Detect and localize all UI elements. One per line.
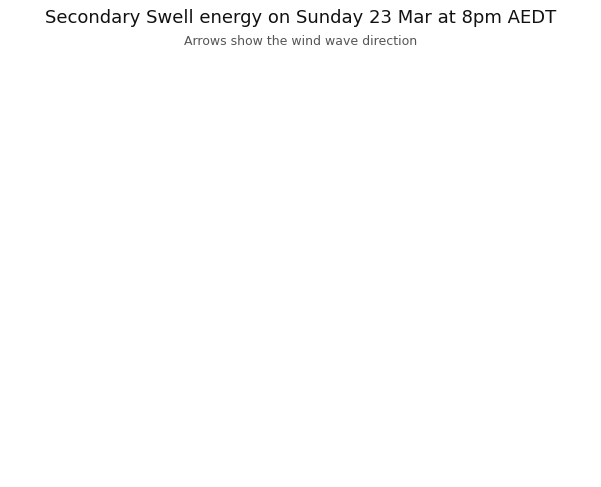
Text: Arrows show the wind wave direction: Arrows show the wind wave direction <box>184 35 417 48</box>
Text: Install cartopy for map rendering: Install cartopy for map rendering <box>163 261 438 279</box>
Text: Secondary Swell energy on Sunday 23 Mar at 8pm AEDT: Secondary Swell energy on Sunday 23 Mar … <box>45 9 556 27</box>
